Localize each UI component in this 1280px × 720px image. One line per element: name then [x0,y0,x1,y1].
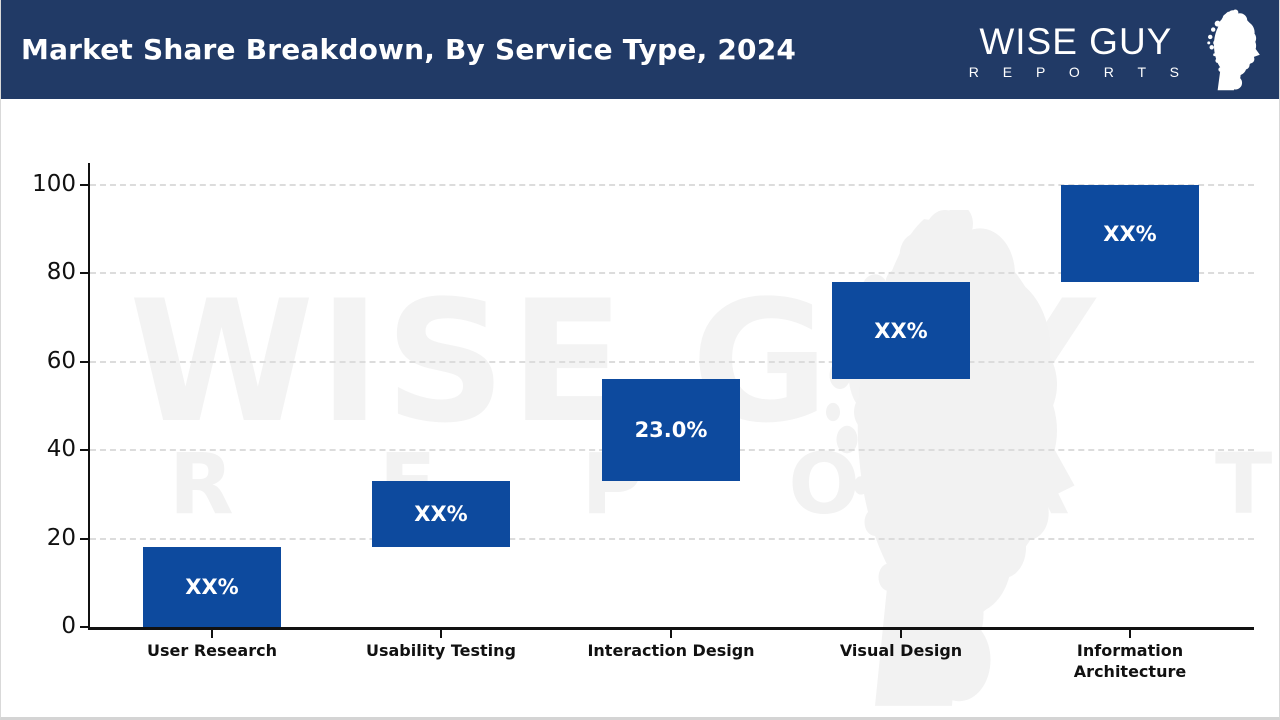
gridline-y-20 [90,537,1254,540]
bar-user-research: XX% [143,547,281,627]
wise-guy-reports-logo: WISE GUY R E P O R T S [963,8,1265,94]
y-axis-tick [80,272,88,275]
logo-wordmark: WISE GUY [979,20,1173,62]
dotted-head-profile-icon [1207,9,1260,91]
bar-value-label: XX% [1103,221,1157,246]
y-axis-tick-label: 60 [46,347,76,374]
gridline-y-100 [90,184,1254,186]
gridline-y-80 [90,272,1254,275]
page-title: Market Share Breakdown, By Service Type,… [21,33,797,66]
gridline-y-60 [90,360,1254,363]
x-axis-category-label: Usability Testing [365,641,516,660]
y-axis-tick [80,537,88,540]
logo-text: WISE GUY R E P O R T S [963,23,1189,80]
y-axis-tick [80,449,88,452]
y-axis-line [88,163,90,630]
bar-value-label: 23.0% [634,418,708,443]
x-axis-tick [211,630,213,638]
x-axis-category-label: Information Architecture [1073,641,1187,681]
logo-reports-text: R E P O R T S [968,63,1189,80]
y-axis-tick-label: 100 [32,171,76,197]
bar-usability-testing: XX% [372,481,510,548]
x-axis-line [88,627,1254,630]
y-axis-tick-label: 40 [46,436,76,463]
bar-value-label: XX% [185,575,239,600]
x-axis-category-label: User Research [147,641,277,660]
bar-information-architecture: XX% [1061,185,1199,283]
y-axis-tick [80,626,88,628]
bar-visual-design: XX% [832,282,970,380]
bar-value-label: XX% [874,318,928,343]
header-bar: Market Share Breakdown, By Service Type,… [1,0,1279,99]
y-axis-tick-label: 20 [46,524,76,551]
bar-interaction-design: 23.0% [602,379,740,482]
y-axis-tick-label: 80 [46,259,76,286]
x-axis-tick [670,630,672,638]
x-axis-category-label: Interaction Design [587,641,755,660]
y-axis-tick [80,184,88,186]
x-axis-tick [1129,630,1131,638]
x-axis-tick [900,630,902,638]
y-axis-tick [80,360,88,363]
x-axis-tick [440,630,442,638]
y-axis-tick-label: 0 [61,613,76,639]
watermark-dotted-head-icon [826,210,1075,706]
x-axis-category-label: Visual Design [839,641,963,660]
bar-value-label: XX% [414,502,468,527]
